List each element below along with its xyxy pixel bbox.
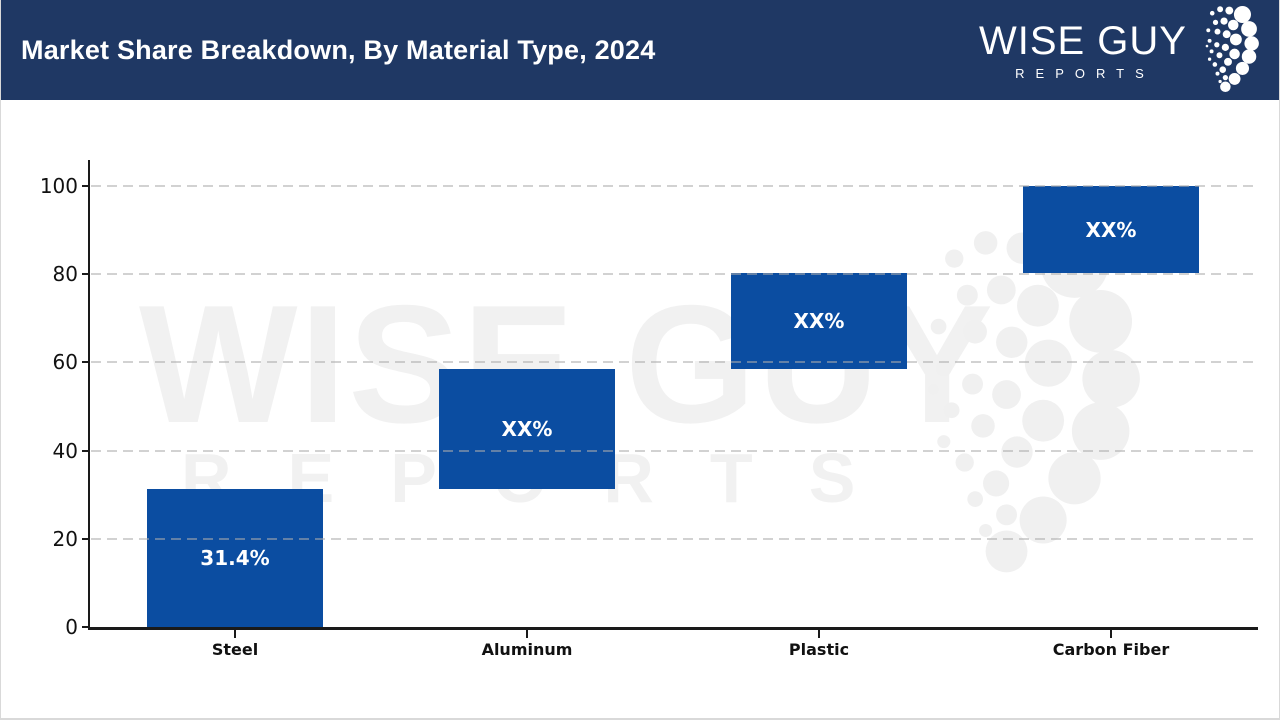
bar-carbon-fiber: XX% bbox=[1023, 186, 1199, 274]
bar-aluminum: XX% bbox=[439, 368, 615, 489]
x-tick-mark bbox=[234, 630, 236, 638]
header-bar: Market Share Breakdown, By Material Type… bbox=[1, 0, 1279, 100]
x-category-label: Carbon Fiber bbox=[1052, 640, 1170, 659]
y-tick-label: 80 bbox=[52, 262, 78, 287]
bar-steel: 31.4% bbox=[147, 488, 323, 627]
x-tick-mark bbox=[1110, 630, 1112, 638]
y-tick-label: 60 bbox=[52, 350, 78, 375]
bar-value-label: XX% bbox=[501, 416, 553, 441]
y-tick-mark bbox=[82, 537, 89, 540]
x-category-label: Steel bbox=[211, 640, 259, 659]
bar-value-label: XX% bbox=[1085, 217, 1137, 242]
y-tick-label: 40 bbox=[52, 438, 78, 463]
x-category-label: Aluminum bbox=[481, 640, 573, 659]
y-tick-label: 20 bbox=[52, 526, 78, 551]
bar-value-label: 31.4% bbox=[200, 545, 270, 570]
y-tick-mark bbox=[82, 361, 89, 364]
brand-dotted-head-icon bbox=[1205, 5, 1259, 93]
brand-name-text: WISE GUY bbox=[978, 18, 1187, 63]
y-tick-mark bbox=[82, 449, 89, 452]
gridline-y-60 bbox=[91, 361, 1257, 364]
gridline-y-100 bbox=[91, 185, 1257, 187]
x-tick-mark bbox=[526, 630, 528, 638]
gridline-y-20 bbox=[91, 537, 1257, 540]
y-tick-mark bbox=[82, 273, 89, 276]
bar-plastic: XX% bbox=[731, 273, 907, 369]
page-title: Market Share Breakdown, By Material Type… bbox=[21, 34, 656, 65]
brand-sub-text: REPORTS bbox=[1015, 65, 1155, 81]
y-tick-mark bbox=[82, 626, 89, 628]
brand-wordmark: WISE GUY REPORTS bbox=[979, 21, 1187, 80]
gridline-y-40 bbox=[91, 449, 1257, 452]
gridline-y-80 bbox=[91, 273, 1257, 276]
y-axis-spine bbox=[88, 160, 90, 628]
y-tick-label: 100 bbox=[39, 174, 78, 198]
x-axis-line bbox=[88, 627, 1258, 630]
brand-logo: WISE GUY REPORTS bbox=[979, 4, 1267, 96]
x-category-label: Plastic bbox=[788, 640, 850, 659]
y-tick-label: 0 bbox=[65, 615, 78, 639]
watermark-dotted-head-icon bbox=[928, 229, 1140, 573]
bar-value-label: XX% bbox=[793, 308, 845, 333]
y-tick-mark bbox=[82, 185, 89, 187]
x-tick-mark bbox=[818, 630, 820, 638]
